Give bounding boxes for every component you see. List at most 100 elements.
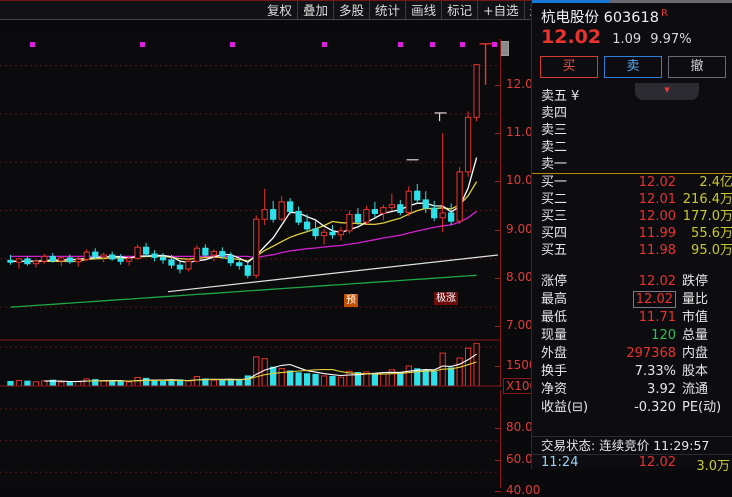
chart-area[interactable]: 12.00 11.00 10.00 9.00 8.00 7.00 15000 80.00 60.… (0, 19, 544, 497)
axis-tick-mark (495, 229, 501, 231)
orderbook-price: 11.99 (638, 226, 676, 241)
stat-label-left: 现量 (541, 328, 568, 343)
price-change-pct: 9.97% (650, 32, 692, 47)
price-change: 1.09 (612, 32, 642, 47)
orderbook-price: 12.02 (638, 175, 676, 190)
tick-volume: 3.0万 (696, 459, 730, 474)
tb-multistock[interactable]: 多股 (333, 1, 369, 20)
stat-row: 现量 120 总量 (532, 327, 732, 345)
cancel-order-button[interactable]: 撤 (668, 56, 726, 78)
stat-value-left: 7.33% (634, 364, 676, 379)
stat-value-left: 3.92 (647, 382, 676, 397)
axis-tick-mark (495, 181, 501, 183)
indicator-axis-line (500, 390, 501, 488)
volume-unit-label: X100 (503, 378, 541, 394)
marker-dot[interactable] (460, 42, 465, 47)
marker-dot[interactable] (230, 42, 235, 47)
marker-dot[interactable] (140, 42, 145, 47)
stat-label-left: 最高 (541, 292, 568, 307)
price-axis-line (500, 39, 501, 387)
axis-tick-mark (495, 326, 501, 328)
order-book[interactable]: 卖五 ¥ 卖四 卖三 卖二 卖一 买一 12.02 2.4亿 买二 12.01 216.4万 买三 12.… (532, 88, 732, 259)
stat-label-right: 市值 (682, 310, 709, 325)
stat-value-left: 12.02 (600, 291, 676, 309)
marker-dot[interactable] (322, 42, 327, 47)
axis-tick-mark (495, 84, 501, 86)
marker-dot[interactable] (430, 42, 435, 47)
orderbook-row[interactable]: 买三 12.00 177.0万 (532, 208, 732, 225)
stock-name: 杭电股份 (541, 10, 599, 26)
stat-label-right: 股本 (682, 364, 709, 379)
price-axis-tick: 7.00 (506, 318, 533, 333)
collapse-panel-button[interactable]: ▾ (635, 83, 699, 100)
stat-value-left: 297368 (626, 346, 676, 361)
stat-row: 最高 12.02 量比 (532, 291, 732, 309)
orderbook-row[interactable]: 卖三 (532, 122, 732, 139)
orderbook-label: 卖五 ¥ (541, 89, 580, 104)
orderbook-row[interactable]: 买五 11.98 95.0万 (532, 242, 732, 259)
chart-annotation[interactable]: 预 (344, 294, 358, 307)
stat-label-right: 跌停 (682, 274, 709, 289)
last-price: 12.02 (541, 26, 602, 48)
stat-row: 收益(⊟) -0.320 PE(动) (532, 399, 732, 417)
indicator-axis-tick: 40.00 (506, 483, 541, 497)
ticker-divider (532, 454, 732, 455)
orderbook-row[interactable]: 卖五 ¥ (532, 88, 732, 105)
volume-chart-panel[interactable] (0, 343, 500, 387)
price-chart-panel[interactable] (0, 39, 500, 341)
marker-dot[interactable] (30, 42, 35, 47)
orderbook-volume: 216.4万 (682, 192, 732, 207)
trade-status-time: 11:29:57 (653, 438, 710, 453)
axis-tick-mark (495, 366, 501, 367)
chevron-down-icon: ▾ (664, 83, 670, 96)
orderbook-label: 买三 (541, 209, 568, 224)
trade-status-value: 连续竞价 (599, 438, 650, 453)
stat-row: 最低 11.71 市值 (532, 309, 732, 327)
stat-label-left: 最低 (541, 310, 568, 325)
stat-row: 换手 7.33% 股本 (532, 363, 732, 381)
chart-annotation[interactable]: 极涨 (434, 292, 458, 305)
tb-statistics[interactable]: 统计 (369, 1, 405, 20)
orderbook-price: 12.00 (638, 209, 676, 224)
panel-progress-strip (532, 0, 732, 3)
stock-title: 杭电股份 603618 R (541, 6, 668, 27)
tb-addfav[interactable]: +自选 (477, 1, 523, 20)
currency-symbol: ¥ (571, 89, 580, 104)
last-tick-row[interactable]: 11:24 12.02 3.0万 (532, 455, 732, 474)
marker-dot[interactable] (492, 42, 497, 47)
tb-drawline[interactable]: 画线 (405, 1, 441, 20)
quote-panel: 杭电股份 603618 R 12.02 1.09 9.97% 买 卖 撤 ▾ 卖五… (531, 0, 732, 474)
stat-label-left: 外盘 (541, 346, 568, 361)
price-row: 12.02 1.09 9.97% (541, 26, 692, 48)
marker-dot[interactable] (398, 42, 403, 47)
stat-label-right: 流通 (682, 382, 709, 397)
orderbook-label: 卖三 (541, 123, 568, 138)
stat-value-left: -0.320 (634, 400, 676, 415)
stat-label-right: 量比 (682, 292, 709, 307)
stat-label-left: 收益(⊟) (541, 400, 589, 415)
orderbook-volume: 55.6万 (691, 226, 732, 241)
buy-button[interactable]: 买 (540, 56, 598, 78)
orderbook-row[interactable]: 卖二 (532, 139, 732, 156)
stock-code: 603618 (603, 10, 659, 26)
orderbook-volume: 177.0万 (682, 209, 732, 224)
orderbook-row[interactable]: 买四 11.99 55.6万 (532, 225, 732, 242)
sell-button[interactable]: 卖 (604, 56, 662, 78)
stat-row: 涨停 12.02 跌停 (532, 273, 732, 291)
orderbook-divider (532, 173, 732, 174)
orderbook-price: 12.01 (638, 192, 676, 207)
indicator-chart-panel[interactable] (0, 390, 500, 488)
orderbook-row[interactable]: 买一 12.02 2.4亿 (532, 174, 732, 191)
orderbook-row[interactable]: 卖一 (532, 156, 732, 173)
tb-mark[interactable]: 标记 (441, 1, 477, 20)
orderbook-row[interactable]: 买二 12.01 216.4万 (532, 191, 732, 208)
axis-tick-mark (495, 427, 501, 429)
orderbook-row[interactable]: 卖四 (532, 105, 732, 122)
stat-label-left: 净资 (541, 382, 568, 397)
tb-overlay[interactable]: 叠加 (297, 1, 333, 20)
orderbook-label: 卖四 (541, 106, 568, 121)
highlighted-value: 12.02 (632, 291, 676, 308)
tb-adjust[interactable]: 复权 (267, 3, 293, 18)
stat-label-right: 总量 (682, 328, 709, 343)
